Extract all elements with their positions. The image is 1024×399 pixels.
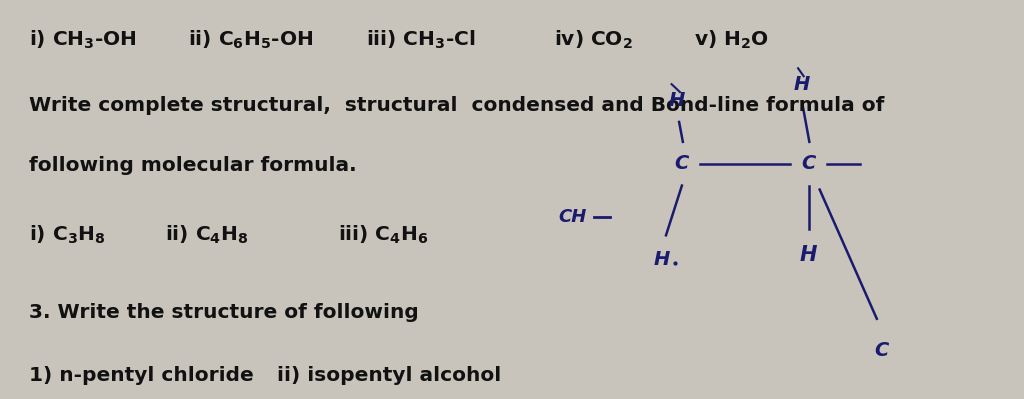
Text: ii) $\mathregular{C_6H_5}$-OH: ii) $\mathregular{C_6H_5}$-OH: [188, 28, 313, 51]
Text: C: C: [802, 154, 815, 173]
Text: C: C: [874, 341, 889, 360]
Text: H: H: [800, 245, 817, 265]
Text: H: H: [794, 75, 810, 94]
Text: CH: CH: [558, 208, 587, 226]
Text: following molecular formula.: following molecular formula.: [29, 156, 356, 175]
Text: Write complete structural,  structural  condensed and Bond-line formula of: Write complete structural, structural co…: [29, 96, 884, 115]
Text: H: H: [653, 250, 670, 269]
Text: i) $\mathregular{C_3H_8}$: i) $\mathregular{C_3H_8}$: [29, 223, 105, 246]
Text: ii) isopentyl alcohol: ii) isopentyl alcohol: [278, 367, 502, 385]
Text: 1) n-pentyl chloride: 1) n-pentyl chloride: [29, 367, 254, 385]
Text: ii) $\mathregular{C_4H_8}$: ii) $\mathregular{C_4H_8}$: [165, 223, 248, 246]
Text: iii) $\mathregular{CH_3}$-Cl: iii) $\mathregular{CH_3}$-Cl: [367, 28, 475, 51]
Text: H: H: [669, 91, 685, 110]
Text: i) $\mathregular{CH_3}$-OH: i) $\mathregular{CH_3}$-OH: [29, 28, 136, 51]
Text: v) $\mathregular{H_2O}$: v) $\mathregular{H_2O}$: [694, 28, 769, 51]
Text: iv) $\mathregular{CO_2}$: iv) $\mathregular{CO_2}$: [554, 28, 633, 51]
Text: iii) $\mathregular{C_4H_6}$: iii) $\mathregular{C_4H_6}$: [338, 223, 428, 246]
Text: C: C: [674, 154, 688, 173]
Text: 3. Write the structure of following: 3. Write the structure of following: [29, 303, 419, 322]
